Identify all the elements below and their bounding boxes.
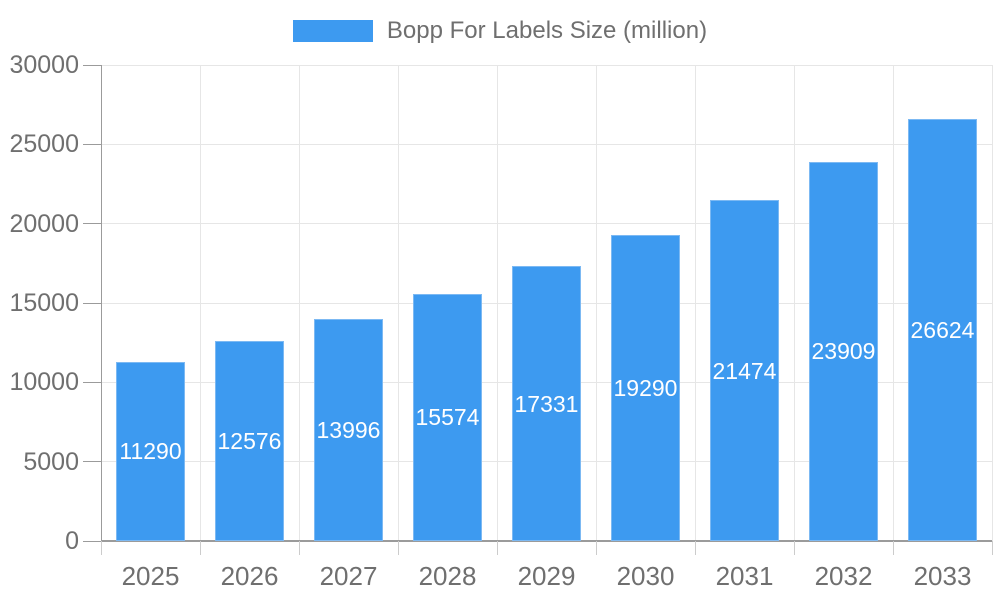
bar-value-label: 26624 <box>910 316 975 343</box>
bar-2029[interactable] <box>512 266 581 541</box>
h-gridline <box>101 64 992 66</box>
v-gridline <box>200 65 201 541</box>
y-tick <box>83 143 101 145</box>
y-axis-label: 10000 <box>9 368 79 397</box>
y-axis-line <box>101 65 102 555</box>
x-tick <box>200 541 201 555</box>
y-tick <box>83 223 101 225</box>
y-axis-label: 25000 <box>9 130 79 159</box>
y-axis-label: 15000 <box>9 289 79 317</box>
x-axis-label: 2029 <box>517 561 576 591</box>
x-tick <box>596 541 597 555</box>
x-tick <box>101 541 102 555</box>
x-axis-label: 2026 <box>220 561 279 591</box>
v-gridline <box>794 65 795 541</box>
y-axis-label: 30000 <box>9 51 79 79</box>
x-tick <box>893 541 894 555</box>
h-gridline <box>101 143 992 145</box>
v-gridline <box>992 65 993 541</box>
y-tick <box>83 381 101 383</box>
y-tick <box>83 461 101 463</box>
v-gridline <box>596 65 597 541</box>
legend-label: Bopp For Labels Size (million) <box>386 17 708 44</box>
y-axis-label: 5000 <box>23 447 79 476</box>
y-axis-label: 0 <box>65 527 79 555</box>
x-axis-label: 2033 <box>913 561 972 591</box>
v-gridline <box>893 65 894 541</box>
x-axis-label: 2028 <box>418 561 477 591</box>
bar-value-label: 17331 <box>514 390 579 417</box>
bar-2032[interactable] <box>809 161 878 541</box>
v-gridline <box>695 65 696 541</box>
bar-value-label: 21474 <box>712 357 777 384</box>
v-gridline <box>497 65 498 541</box>
bar-value-label: 19290 <box>613 374 678 401</box>
x-axis-label: 2025 <box>121 561 180 591</box>
x-tick <box>794 541 795 555</box>
x-tick <box>992 541 993 555</box>
x-axis-label: 2027 <box>319 561 378 591</box>
x-axis-label: 2032 <box>814 561 873 591</box>
x-tick <box>299 541 300 555</box>
x-axis-label: 2031 <box>715 561 774 591</box>
bar-value-label: 15574 <box>415 404 480 431</box>
bar-value-label: 23909 <box>811 338 876 365</box>
bar-2030[interactable] <box>611 234 680 541</box>
bar-value-label: 11290 <box>119 438 182 465</box>
y-tick <box>83 64 101 66</box>
v-gridline <box>398 65 399 541</box>
h-gridline <box>101 223 992 225</box>
v-gridline <box>299 65 300 541</box>
bar-2027[interactable] <box>314 318 383 541</box>
y-tick <box>83 540 101 542</box>
y-axis-label: 20000 <box>9 209 79 238</box>
legend-item[interactable]: Bopp For Labels Size (million) <box>0 17 1000 45</box>
x-axis-line <box>101 540 992 542</box>
x-tick <box>398 541 399 555</box>
bar-2025[interactable] <box>116 361 185 541</box>
x-axis-label: 2030 <box>616 561 675 591</box>
bar-2033[interactable] <box>908 118 977 541</box>
x-tick <box>497 541 498 555</box>
bar-value-label: 12576 <box>217 428 282 455</box>
x-tick <box>695 541 696 555</box>
bar-value-label: 13996 <box>316 416 381 443</box>
bar-2026[interactable] <box>215 341 284 541</box>
y-tick <box>83 302 101 304</box>
legend-swatch <box>292 20 373 42</box>
bar-2028[interactable] <box>413 293 482 541</box>
bar-2031[interactable] <box>710 200 779 541</box>
